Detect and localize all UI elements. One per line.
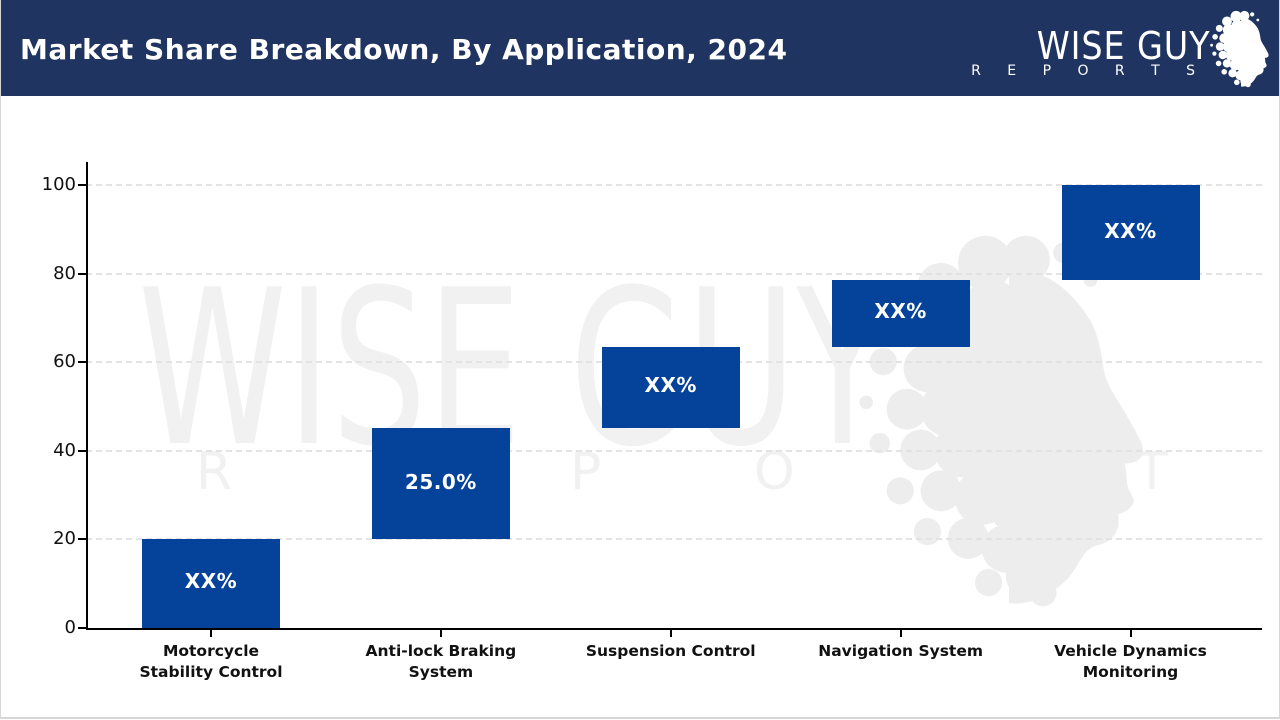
- gridline: [86, 449, 1262, 452]
- watermark-brand-text: WISE GUY: [138, 243, 889, 494]
- chart-plot-area: 0 20 40 60 80 100 XX% Motorcycle Stability Contr…: [0, 96, 1280, 720]
- chart-title: Market Share Breakdown, By Application, …: [20, 33, 788, 66]
- y-axis-tick: [78, 626, 86, 629]
- x-axis-tick: [439, 628, 442, 637]
- bar-value-label: XX%: [644, 373, 697, 398]
- bar-3: XX%: [601, 346, 740, 429]
- gridline: [86, 538, 1262, 540]
- brand-logo-subtext: R E P O R T S: [971, 63, 1206, 79]
- x-category-label: Navigation System: [818, 641, 984, 660]
- x-category-label: Vehicle Dynamics Monitoring: [1054, 641, 1207, 681]
- y-axis-tick: [78, 361, 86, 363]
- y-axis-line: [86, 162, 88, 630]
- bar-4: XX%: [831, 280, 970, 347]
- y-axis-tick: [78, 272, 86, 275]
- x-axis-tick: [899, 628, 902, 637]
- bar-2: 25.0%: [371, 428, 510, 539]
- bar-value-label: XX%: [1104, 218, 1157, 243]
- x-axis-line: [86, 627, 1262, 630]
- brand-head-logo-icon: [1210, 10, 1269, 88]
- x-category-label: Anti-lock Braking System: [365, 641, 517, 681]
- brand-logo: WISE GUY R E P O R T S: [971, 0, 1272, 96]
- y-tick-label: 100: [41, 174, 76, 195]
- y-tick-label: 0: [64, 616, 76, 638]
- y-tick-label: 20: [53, 528, 76, 549]
- bar-5: XX%: [1061, 185, 1200, 281]
- gridline: [86, 184, 1262, 186]
- bar-value-label: 25.0%: [404, 469, 477, 494]
- y-axis-tick: [78, 449, 86, 452]
- x-axis-tick: [669, 628, 672, 637]
- y-tick-label: 40: [53, 439, 76, 461]
- y-tick-label: 60: [53, 351, 76, 372]
- bar-value-label: XX%: [184, 569, 238, 594]
- x-category-label: Suspension Control: [585, 641, 756, 660]
- y-axis-tick: [78, 184, 86, 186]
- y-tick-label: 80: [53, 262, 76, 284]
- header-bar: Market Share Breakdown, By Application, …: [0, 0, 1280, 96]
- bar-value-label: XX%: [874, 299, 927, 324]
- gridline: [86, 272, 1262, 275]
- x-axis-tick: [210, 628, 212, 637]
- bar-1: XX%: [142, 539, 280, 628]
- brand-logo-text: WISE GUY: [1036, 24, 1210, 68]
- x-category-label: Motorcycle Stability Control: [139, 641, 283, 681]
- x-axis-tick: [1129, 628, 1132, 637]
- y-axis-tick: [78, 538, 86, 540]
